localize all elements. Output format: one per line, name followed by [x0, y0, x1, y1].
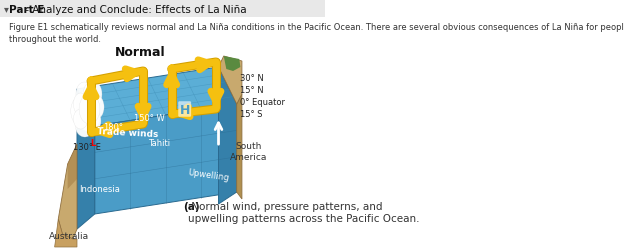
Polygon shape	[77, 68, 236, 127]
Text: 0° Equator: 0° Equator	[240, 97, 285, 106]
Polygon shape	[67, 144, 77, 189]
Text: H: H	[180, 103, 190, 116]
Text: 180°: 180°	[103, 123, 123, 132]
Text: 15° N: 15° N	[240, 85, 264, 94]
Polygon shape	[55, 219, 77, 247]
Ellipse shape	[84, 110, 101, 134]
Text: Normal wind, pressure patterns, and
upwelling patterns across the Pacific Ocean.: Normal wind, pressure patterns, and upwe…	[188, 201, 420, 223]
Text: Part E: Part E	[9, 5, 45, 14]
Polygon shape	[236, 94, 242, 199]
Ellipse shape	[74, 94, 88, 115]
Ellipse shape	[74, 110, 88, 130]
Text: 130° E: 130° E	[73, 143, 100, 152]
Text: 15° S: 15° S	[240, 109, 263, 118]
Text: Australia: Australia	[49, 232, 89, 241]
Ellipse shape	[77, 104, 100, 132]
Text: Indonesia: Indonesia	[79, 185, 120, 194]
Text: 30° N: 30° N	[240, 73, 264, 82]
Polygon shape	[224, 57, 240, 72]
Text: (a): (a)	[183, 201, 200, 211]
Text: ▾: ▾	[4, 5, 9, 14]
Text: Upwelling: Upwelling	[187, 167, 229, 182]
Text: - Analyze and Conclude: Effects of La Niña: - Analyze and Conclude: Effects of La Ni…	[22, 5, 247, 14]
Ellipse shape	[76, 115, 94, 137]
Polygon shape	[95, 105, 236, 214]
Text: 150° W: 150° W	[134, 113, 165, 122]
Polygon shape	[218, 57, 242, 105]
Ellipse shape	[83, 82, 102, 108]
Text: Trade winds: Trade winds	[97, 127, 158, 139]
Polygon shape	[58, 144, 77, 239]
Text: Figure E1 schematically reviews normal and La Niña conditions in the Pacific Oce: Figure E1 schematically reviews normal a…	[9, 23, 624, 44]
Ellipse shape	[89, 96, 104, 119]
Ellipse shape	[71, 96, 94, 128]
Polygon shape	[77, 90, 95, 229]
Text: Normal: Normal	[115, 45, 166, 58]
Ellipse shape	[76, 83, 92, 107]
Text: Tahiti: Tahiti	[148, 138, 170, 147]
Text: South
America: South America	[230, 142, 267, 161]
Text: L: L	[90, 138, 95, 147]
Ellipse shape	[80, 89, 99, 115]
Ellipse shape	[79, 94, 100, 124]
Bar	[0, 0, 324, 18]
Polygon shape	[218, 68, 236, 204]
